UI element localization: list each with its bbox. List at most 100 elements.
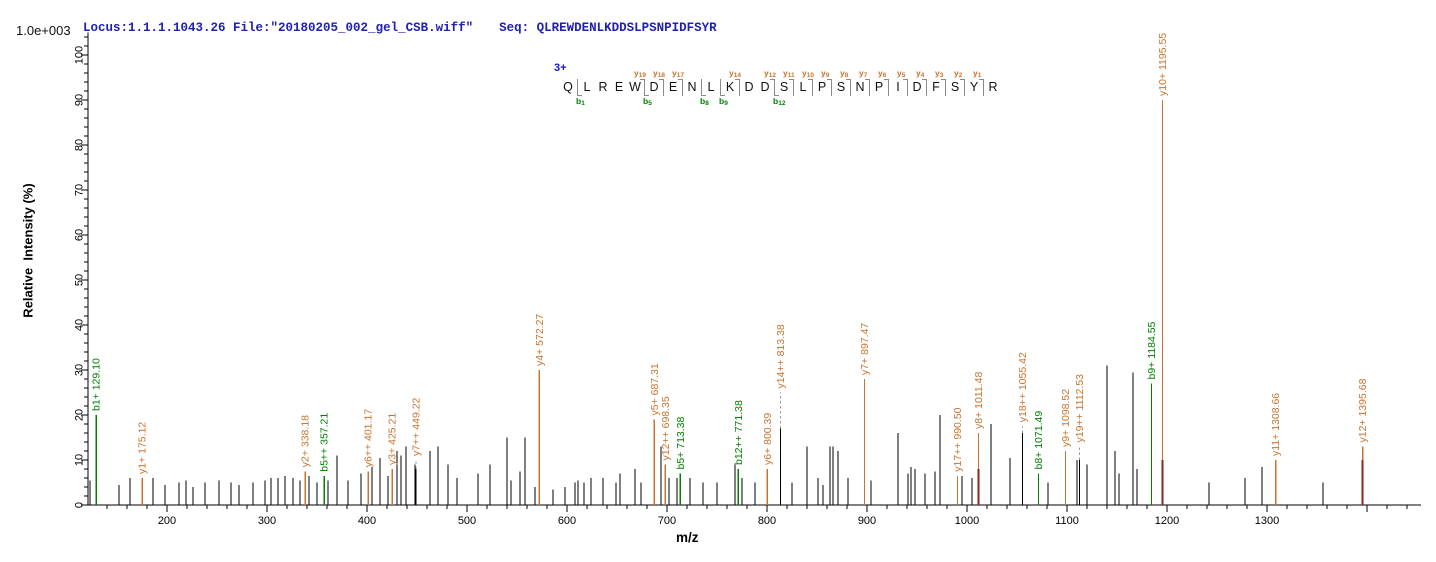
residue: Y xyxy=(969,80,979,94)
y-ion-cap xyxy=(941,78,946,80)
y-ion-cap xyxy=(979,78,984,80)
residue: D xyxy=(760,80,770,94)
y-ion-label: y6 xyxy=(878,67,887,79)
x-tick-label: 600 xyxy=(558,515,576,527)
residue: E xyxy=(668,80,678,94)
y-ion-label: y1 xyxy=(973,67,982,79)
y-ion-cap xyxy=(735,78,740,80)
peak-label: y18++ 1055.42 xyxy=(1017,352,1029,422)
peak-label: y7+ 897.47 xyxy=(859,323,871,375)
y-ion-cap xyxy=(884,78,889,80)
b-ion-label: b1 xyxy=(576,95,585,107)
residue: L xyxy=(707,80,715,94)
y-ion-cap xyxy=(678,78,683,80)
peak-label: y2+ 338.18 xyxy=(300,415,312,467)
y-ion-label: y2 xyxy=(954,67,963,79)
peak-label: b12++ 771.38 xyxy=(733,400,745,465)
peak-label: b8+ 1071.49 xyxy=(1033,411,1045,470)
x-axis-title: m/z xyxy=(676,530,699,545)
cleavage-marker: y12 b12 xyxy=(764,68,785,107)
residue: S xyxy=(836,80,846,94)
y-ion-cap xyxy=(808,78,813,80)
y-ion-cap xyxy=(659,78,664,80)
y-ion-cap xyxy=(846,78,851,80)
x-tick-label: 1100 xyxy=(1055,515,1079,527)
y-ion-cap xyxy=(789,78,794,80)
x-tick-label: 400 xyxy=(358,515,376,527)
peptide-sequence-text: QLREWDENLKDDSLPSNPIDFSYR xyxy=(536,21,717,35)
locus-file-label: Locus:1.1.1.1043.26 File:"20180205_002_g… xyxy=(83,21,474,35)
y-ion-cap xyxy=(865,78,870,80)
peak-label: y5+ 687.31 xyxy=(649,363,661,415)
x-tick-label: 200 xyxy=(158,515,176,527)
y-tick-label: 30 xyxy=(74,364,86,376)
peak-label: y12+ 1395.68 xyxy=(1357,378,1369,442)
residue: L xyxy=(583,80,591,94)
residue: I xyxy=(896,80,900,94)
peak-label: b1+ 129.10 xyxy=(91,358,103,411)
cleavage-marker: y5 xyxy=(897,68,908,96)
y-tick-label: 80 xyxy=(74,139,86,151)
residue: P xyxy=(874,80,884,94)
x-tick-label: 500 xyxy=(458,515,476,527)
residue: D xyxy=(744,80,754,94)
peak-label: y17++ 990.50 xyxy=(952,407,964,471)
peak-label: y7++ 449.22 xyxy=(411,397,423,456)
y-tick-label: 10 xyxy=(74,454,86,466)
cleavage-marker: y7 xyxy=(859,68,870,96)
x-tick-label: 300 xyxy=(258,515,276,527)
y-tick-label: 20 xyxy=(74,409,86,421)
peak-label: y6++ 401.17 xyxy=(363,409,375,468)
y-ion-label: y14 xyxy=(729,67,741,79)
residue: R xyxy=(988,80,998,94)
x-tick-label: 700 xyxy=(658,515,676,527)
cleavage-marker: y9 xyxy=(821,68,832,96)
y-ion-cap xyxy=(770,78,775,80)
y-tick-label: 50 xyxy=(74,274,86,286)
y-ion-cap xyxy=(960,78,965,80)
cleavage-marker: y17 xyxy=(672,68,684,96)
cleavage-marker: b1 xyxy=(576,78,585,107)
y-tick-label: 0 xyxy=(74,502,86,508)
y-ion-label: y18 xyxy=(653,67,665,79)
x-tick-label: 1000 xyxy=(955,515,979,527)
peak-label: y6+ 800.39 xyxy=(762,413,774,465)
cleavage-marker: y14 xyxy=(729,68,741,96)
peak-label: y14++ 813.38 xyxy=(775,324,787,388)
peak-label: y4+ 572.27 xyxy=(534,314,546,366)
x-tick-label: 900 xyxy=(858,515,876,527)
y-tick-label: 70 xyxy=(74,184,86,196)
residue: P xyxy=(817,80,827,94)
residue: D xyxy=(912,80,922,94)
b-ion-cap xyxy=(644,94,649,96)
y-ion-label: y7 xyxy=(859,67,868,79)
cleavage-marker: y8 xyxy=(840,68,851,96)
peak-label: b5+ 713.38 xyxy=(675,416,687,469)
y-ion-cap xyxy=(640,78,645,80)
y-ion-label: y11 xyxy=(783,67,795,79)
seq-prefix-label: Seq: xyxy=(499,21,537,35)
header-line: Locus:1.1.1.1043.26 File:"20180205_002_g… xyxy=(68,7,717,35)
peak-label: b9+ 1184.55 xyxy=(1146,321,1158,379)
peak-label: y12++ 698.35 xyxy=(660,396,672,460)
y-ion-label: y8 xyxy=(840,67,849,79)
b-ion-cap xyxy=(774,94,779,96)
peak-label: y10+ 1195.55 xyxy=(1157,33,1169,96)
y-tick-label: 40 xyxy=(74,319,86,331)
residue: L xyxy=(799,80,807,94)
y-ion-cap xyxy=(903,78,908,80)
residue: E xyxy=(614,80,624,94)
x-tick-label: 800 xyxy=(758,515,776,527)
cleavage-marker: y2 xyxy=(954,68,965,96)
y-tick-label: 100 xyxy=(74,46,86,64)
y-ion-label: y12 xyxy=(764,67,776,79)
y-ion-label: y17 xyxy=(672,67,684,79)
y-ion-label: y9 xyxy=(821,67,830,79)
peak-label: y8+ 1011.48 xyxy=(973,372,985,429)
y-ion-label: y3 xyxy=(935,67,944,79)
b-ion-label: b5 xyxy=(643,95,652,107)
b-ion-label: b12 xyxy=(773,95,786,107)
